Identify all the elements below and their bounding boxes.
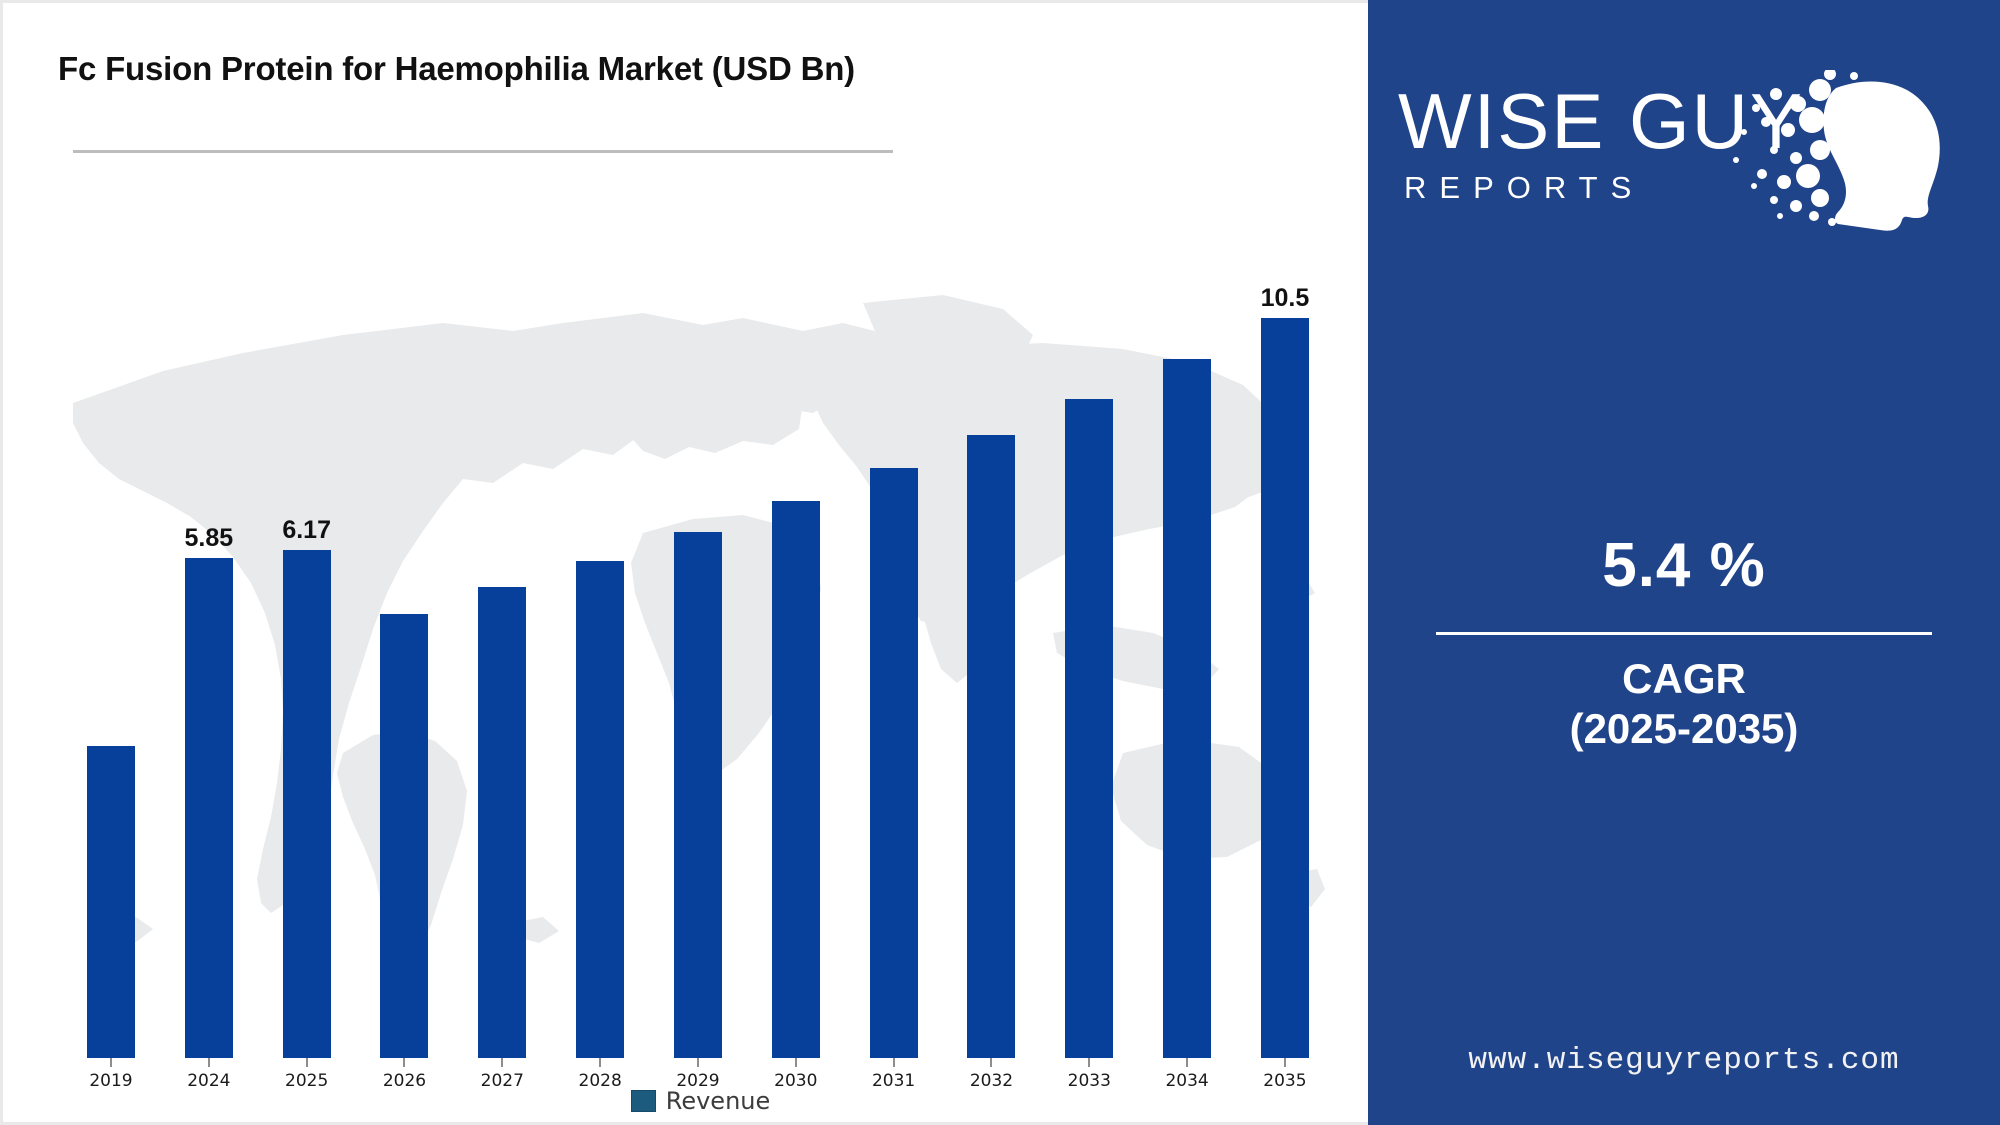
- tick-mark-icon: [305, 1058, 308, 1067]
- x-tick-2024: 2024: [161, 1058, 257, 1091]
- x-tick-label: 2034: [1165, 1071, 1209, 1091]
- cagr-label-line2: (2025-2035): [1569, 704, 1799, 752]
- x-tick-label: 2026: [382, 1071, 427, 1091]
- x-axis-tick-group: 2019 2024 2025 2026 2027 2028 2029 2030 2031 2032…: [63, 1058, 1333, 1091]
- svg-text:REPORTS: REPORTS: [1404, 170, 1644, 205]
- x-tick-2027: 2027: [454, 1058, 550, 1091]
- website-url[interactable]: www.wiseguyreports.com: [1468, 1043, 1900, 1078]
- bar-series-revenue: 5.85 6.17 10.5: [63, 253, 1333, 1058]
- bar-slot: [846, 253, 942, 1058]
- bar-2031[interactable]: [869, 468, 918, 1058]
- svg-text:WISE GUY: WISE GUY: [1398, 77, 1804, 165]
- x-tick-2029: 2029: [650, 1058, 746, 1091]
- wiseguyreports-logo: WISE GUY REPORTS: [1368, 70, 2000, 235]
- bar-value-label-2025: 6.17: [282, 516, 331, 544]
- bar-value-label-2035: 10.5: [1260, 284, 1310, 312]
- x-tick-label: 2019: [89, 1071, 133, 1091]
- x-tick-2019: 2019: [63, 1058, 159, 1091]
- x-tick-label: 2035: [1263, 1071, 1307, 1091]
- x-tick-2031: 2031: [846, 1058, 942, 1091]
- bar-2028[interactable]: [576, 561, 625, 1058]
- bar-2034[interactable]: [1163, 359, 1212, 1058]
- bar-2025[interactable]: 6.17: [282, 516, 331, 1058]
- bar-slot: [1139, 253, 1235, 1058]
- bar-2026[interactable]: [380, 614, 429, 1058]
- bar-2035[interactable]: 10.5: [1261, 284, 1309, 1058]
- bar-2024[interactable]: 5.85: [184, 524, 233, 1058]
- bar-slot: [650, 253, 746, 1058]
- x-tick-2034: 2034: [1139, 1058, 1235, 1091]
- cagr-label-line1: CAGR: [1622, 655, 1746, 702]
- x-tick-2028: 2028: [552, 1058, 648, 1091]
- tick-mark-icon: [990, 1058, 993, 1067]
- x-tick-2032: 2032: [943, 1058, 1039, 1091]
- bar-slot: [748, 253, 844, 1058]
- chart-panel: Fc Fusion Protein for Haemophilia Market…: [0, 0, 1368, 1125]
- plot-area: 5.85 6.17 10.5: [63, 253, 1333, 1058]
- bar-slot: 5.85: [161, 253, 257, 1058]
- bar-2027[interactable]: [478, 587, 527, 1058]
- tick-mark-icon: [207, 1058, 210, 1067]
- tick-mark-icon: [403, 1058, 406, 1067]
- x-tick-2033: 2033: [1041, 1058, 1137, 1091]
- bar-slot: [943, 253, 1039, 1058]
- tick-mark-icon: [794, 1058, 797, 1067]
- chart-legend: Revenue: [3, 1087, 1368, 1115]
- bar-2032[interactable]: [967, 435, 1016, 1058]
- x-tick-label: 2027: [480, 1071, 524, 1091]
- x-tick-label: 2032: [969, 1071, 1014, 1091]
- x-tick-label: 2028: [578, 1071, 622, 1091]
- bar-slot: [552, 253, 648, 1058]
- x-tick-label: 2025: [285, 1071, 329, 1091]
- chart-title: Fc Fusion Protein for Haemophilia Market…: [58, 50, 855, 87]
- x-tick-label: 2033: [1067, 1071, 1111, 1091]
- tick-mark-icon: [599, 1058, 602, 1067]
- bar-2030[interactable]: [771, 501, 820, 1058]
- tick-mark-icon: [1186, 1058, 1189, 1067]
- x-tick-2026: 2026: [356, 1058, 452, 1091]
- cagr-divider: [1436, 632, 1932, 635]
- bar-slot: [63, 253, 159, 1058]
- bar-slot: 6.17: [259, 253, 355, 1058]
- cagr-label: CAGR (2025-2035): [1368, 654, 2000, 753]
- legend-swatch-revenue-icon: [630, 1090, 656, 1112]
- bar-value-label-2024: 5.85: [184, 524, 234, 552]
- bar-slot: [454, 253, 550, 1058]
- tick-mark-icon: [110, 1058, 112, 1067]
- x-tick-label: 2029: [676, 1071, 720, 1091]
- cagr-value: 5.4 %: [1602, 531, 1766, 600]
- x-tick-2025: 2025: [259, 1058, 355, 1091]
- tick-mark-icon: [1088, 1058, 1091, 1067]
- x-tick-label: 2024: [187, 1071, 231, 1091]
- x-axis: 2019 2024 2025 2026 2027 2028 2029 2030 2031 2032…: [63, 1058, 1333, 1108]
- x-tick-label: 2031: [871, 1071, 916, 1091]
- bar-slot: [356, 253, 452, 1058]
- bar-2019[interactable]: [87, 746, 135, 1058]
- x-tick-2030: 2030: [748, 1058, 844, 1091]
- tick-mark-icon: [696, 1058, 699, 1067]
- bar-2033[interactable]: [1065, 399, 1114, 1058]
- legend-label-revenue: Revenue: [665, 1087, 771, 1115]
- title-underline-divider: [73, 150, 893, 153]
- x-tick-label: 2030: [774, 1071, 818, 1091]
- tick-mark-icon: [501, 1058, 504, 1067]
- tick-mark-icon: [1283, 1058, 1286, 1067]
- bar-slot: 10.5: [1237, 253, 1333, 1058]
- bar-2029[interactable]: [673, 532, 722, 1058]
- brand-panel: WISE GUY REPORTS: [1368, 0, 2000, 1125]
- x-tick-2035: 2035: [1237, 1058, 1333, 1091]
- tick-mark-icon: [892, 1058, 895, 1067]
- bar-slot: [1041, 253, 1137, 1058]
